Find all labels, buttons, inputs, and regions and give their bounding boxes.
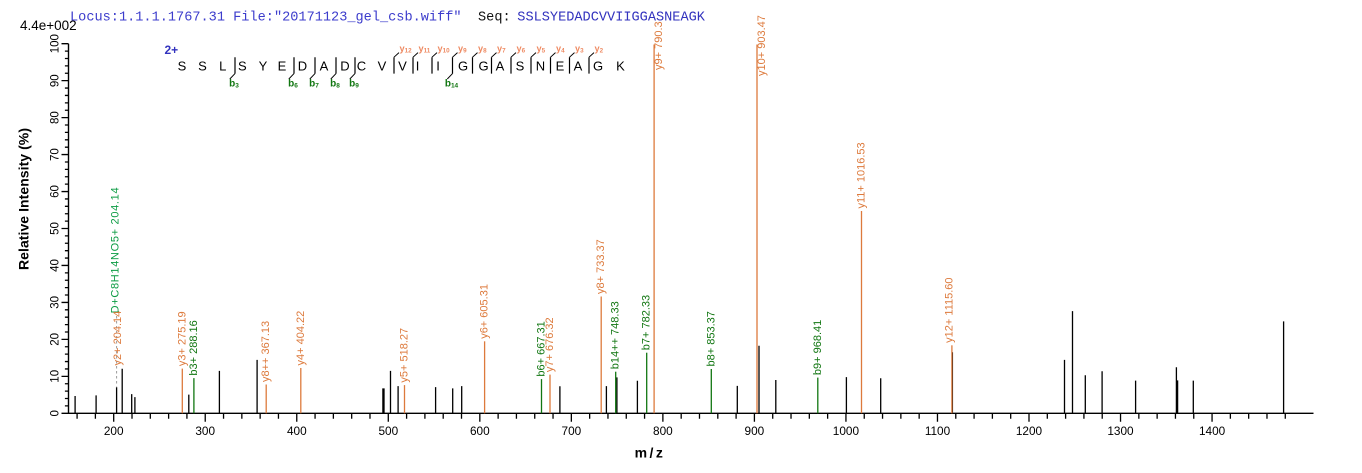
svg-text:y5: y5 bbox=[537, 43, 546, 54]
svg-text:y8++ 367.13: y8++ 367.13 bbox=[260, 321, 272, 382]
svg-text:700: 700 bbox=[562, 424, 582, 438]
svg-text:100: 100 bbox=[50, 34, 62, 53]
svg-text:y2+ 204.14: y2+ 204.14 bbox=[112, 311, 124, 366]
svg-text:b6+ 667.31: b6+ 667.31 bbox=[536, 321, 548, 376]
svg-text:b3+ 288.16: b3+ 288.16 bbox=[188, 320, 200, 375]
svg-text:G: G bbox=[478, 59, 488, 74]
svg-text:A: A bbox=[320, 59, 329, 74]
svg-text:10: 10 bbox=[50, 370, 62, 383]
svg-text:y3: y3 bbox=[575, 43, 584, 54]
svg-text:y11+ 1016.53: y11+ 1016.53 bbox=[856, 142, 868, 208]
svg-text:20: 20 bbox=[50, 333, 62, 346]
svg-text:0: 0 bbox=[50, 410, 62, 416]
svg-text:S: S bbox=[516, 59, 525, 74]
svg-text:y5+ 518.27: y5+ 518.27 bbox=[399, 328, 411, 383]
svg-text:600: 600 bbox=[470, 424, 490, 438]
svg-text:90: 90 bbox=[50, 74, 62, 87]
svg-text:I: I bbox=[416, 59, 420, 74]
svg-text:SSLSYEDADCVVIIGGASNEAGK: SSLSYEDADCVVIIGGASNEAGK bbox=[517, 10, 705, 25]
svg-text:G: G bbox=[593, 59, 603, 74]
svg-text:y8: y8 bbox=[478, 43, 487, 54]
svg-text:60: 60 bbox=[50, 185, 62, 198]
svg-text:Relative Intensity (%): Relative Intensity (%) bbox=[16, 128, 32, 270]
svg-text:1000: 1000 bbox=[833, 424, 860, 438]
svg-text:y3+ 275.19: y3+ 275.19 bbox=[176, 311, 188, 366]
svg-text:40: 40 bbox=[50, 259, 62, 272]
svg-text:y9+ 790.3: y9+ 790.3 bbox=[653, 21, 665, 70]
svg-text:N: N bbox=[536, 59, 545, 74]
svg-text:200: 200 bbox=[104, 424, 124, 438]
svg-text:300: 300 bbox=[195, 424, 215, 438]
svg-text:b7: b7 bbox=[309, 79, 319, 90]
svg-text:G: G bbox=[458, 59, 468, 74]
svg-text:b7+ 782.33: b7+ 782.33 bbox=[641, 295, 653, 350]
svg-text:2+: 2+ bbox=[165, 43, 179, 57]
svg-text:b14: b14 bbox=[445, 79, 459, 90]
svg-text:Seq:: Seq: bbox=[478, 10, 511, 25]
svg-text:y2: y2 bbox=[595, 43, 604, 54]
svg-text:A: A bbox=[496, 59, 505, 74]
svg-text:400: 400 bbox=[287, 424, 307, 438]
svg-text:900: 900 bbox=[745, 424, 765, 438]
svg-text:E: E bbox=[556, 59, 565, 74]
svg-text:y12: y12 bbox=[400, 43, 413, 54]
svg-text:V: V bbox=[378, 59, 387, 74]
svg-text:S: S bbox=[178, 59, 187, 74]
svg-text:C: C bbox=[357, 59, 366, 74]
svg-text:S: S bbox=[198, 59, 207, 74]
svg-text:y7+ 676.32: y7+ 676.32 bbox=[544, 317, 556, 372]
svg-text:80: 80 bbox=[50, 111, 62, 124]
svg-text:30: 30 bbox=[50, 296, 62, 309]
svg-text:I: I bbox=[436, 59, 440, 74]
svg-text:Locus:1.1.1.1767.31 File:"2017: Locus:1.1.1.1767.31 File:"20171123_gel_c… bbox=[70, 10, 462, 25]
svg-text:y10: y10 bbox=[438, 43, 451, 54]
svg-text:V: V bbox=[398, 59, 407, 74]
svg-text:y6: y6 bbox=[517, 43, 526, 54]
svg-text:b8: b8 bbox=[330, 79, 340, 90]
svg-text:1200: 1200 bbox=[1016, 424, 1043, 438]
svg-text:1400: 1400 bbox=[1199, 424, 1226, 438]
svg-text:500: 500 bbox=[378, 424, 398, 438]
svg-text:70: 70 bbox=[50, 148, 62, 161]
svg-text:b9: b9 bbox=[349, 79, 359, 90]
svg-text:D+C8H14NO5+ 204.14: D+C8H14NO5+ 204.14 bbox=[110, 187, 122, 313]
svg-text:A: A bbox=[574, 59, 583, 74]
svg-text:b3: b3 bbox=[229, 79, 239, 90]
svg-text:y10+ 903.47: y10+ 903.47 bbox=[756, 15, 768, 76]
svg-text:1300: 1300 bbox=[1107, 424, 1134, 438]
svg-text:y12+ 1115.60: y12+ 1115.60 bbox=[944, 277, 956, 342]
svg-text:y4: y4 bbox=[556, 43, 565, 54]
svg-text:800: 800 bbox=[653, 424, 673, 438]
svg-text:D: D bbox=[340, 59, 349, 74]
svg-text:b9+ 968.41: b9+ 968.41 bbox=[812, 320, 824, 375]
svg-text:b14++ 748.33: b14++ 748.33 bbox=[610, 301, 622, 369]
svg-text:y8+ 733.37: y8+ 733.37 bbox=[595, 239, 607, 294]
svg-text:b8+ 853.37: b8+ 853.37 bbox=[705, 311, 717, 366]
svg-text:E: E bbox=[278, 59, 287, 74]
svg-text:4.4e+002: 4.4e+002 bbox=[20, 18, 77, 33]
svg-text:y11: y11 bbox=[419, 43, 431, 54]
svg-text:y9: y9 bbox=[458, 43, 467, 54]
svg-text:S: S bbox=[238, 59, 247, 74]
svg-text:D: D bbox=[298, 59, 307, 74]
svg-text:K: K bbox=[616, 59, 625, 74]
svg-text:y7: y7 bbox=[497, 43, 506, 54]
svg-text:L: L bbox=[219, 59, 226, 74]
svg-text:m/z: m/z bbox=[635, 445, 666, 461]
svg-text:1100: 1100 bbox=[925, 424, 951, 438]
svg-text:y6+ 605.31: y6+ 605.31 bbox=[479, 284, 491, 339]
svg-text:b6: b6 bbox=[288, 79, 298, 90]
svg-text:y4+ 404.22: y4+ 404.22 bbox=[295, 311, 307, 366]
svg-text:50: 50 bbox=[50, 222, 62, 235]
svg-text:Y: Y bbox=[259, 59, 268, 74]
